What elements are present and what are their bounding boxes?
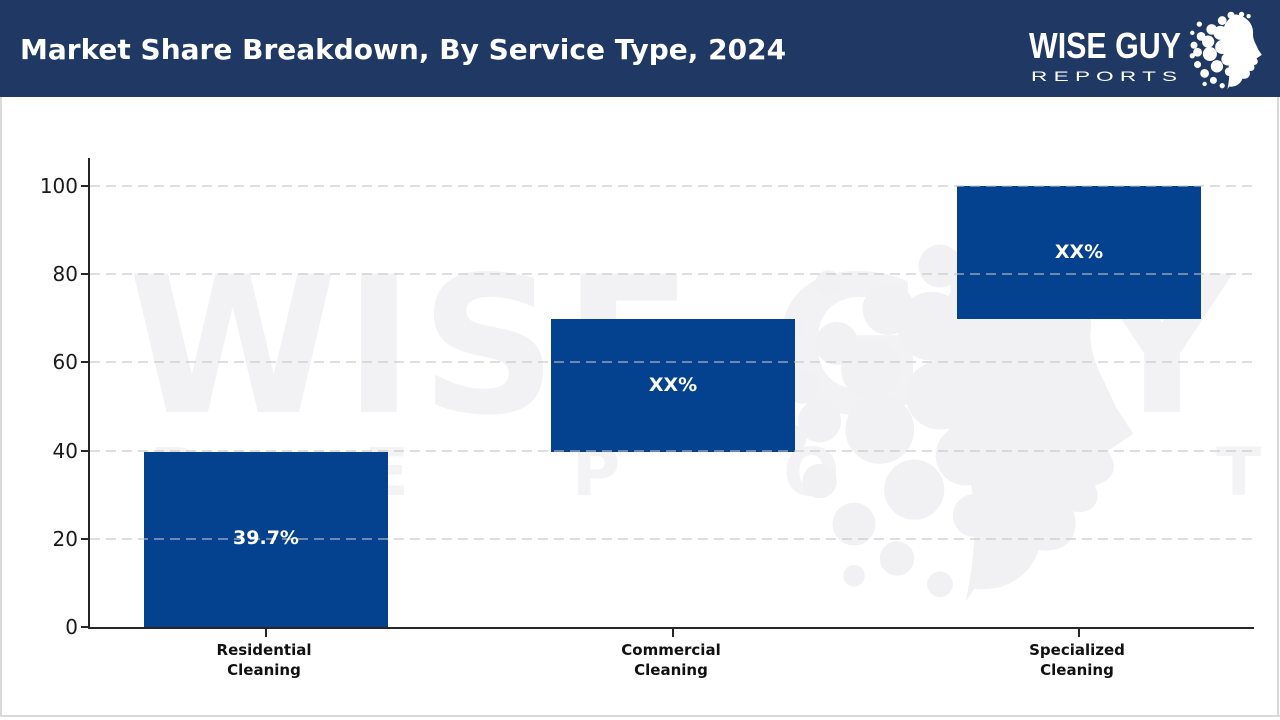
frame-right: [1277, 97, 1279, 717]
y-axis-tick-40: [81, 449, 88, 452]
y-axis-label-40: 40: [52, 438, 78, 463]
y-axis-label-20: 20: [52, 526, 78, 551]
gridline-20: [90, 537, 1254, 540]
y-axis-label-60: 60: [52, 350, 78, 375]
bar-value-label: XX%: [1054, 240, 1104, 263]
bar-value-label: XX%: [648, 373, 698, 396]
y-axis-tick-60: [81, 361, 88, 364]
plot-area: 0 20 40 60 80 100 39.7% XX% XX%: [40, 158, 1254, 637]
bar-specialized-cleaning: [957, 186, 1201, 320]
frame-bottom: [0, 715, 1280, 717]
header-bar: Market Share Breakdown, By Service Type,…: [0, 0, 1280, 97]
frame-left: [0, 97, 2, 717]
gridline-40: [90, 449, 1254, 452]
logo-wordmark: WISE GUY: [1029, 25, 1181, 66]
logo-subtext: R E P O R T S: [1031, 68, 1177, 84]
x-axis-tick-0: [265, 629, 267, 637]
y-axis-tick-0: [81, 626, 88, 628]
gridline-100: [90, 185, 1254, 187]
y-axis-tick-100: [81, 185, 88, 187]
page-title: Market Share Breakdown, By Service Type,…: [20, 33, 787, 66]
bar-value-label: 39.7%: [233, 527, 299, 550]
wiseguy-face-icon: [1189, 11, 1262, 90]
bar-commercial-cleaning: [551, 319, 795, 452]
y-axis-tick-20: [81, 537, 88, 540]
gridline-80: [90, 273, 1254, 276]
x-axis-tick-2: [1078, 629, 1080, 637]
y-axis-label-80: 80: [52, 262, 78, 287]
wiseguy-logo: WISE GUY R E P O R T S: [1029, 11, 1262, 90]
category-label-1: Commercial Cleaning: [621, 641, 721, 679]
x-axis-tick-1: [672, 629, 674, 637]
category-label-2: Specialized Cleaning: [1029, 641, 1125, 679]
category-label-0: Residential Cleaning: [216, 641, 312, 679]
y-axis-tick-80: [81, 273, 88, 276]
y-axis-label-0: 0: [65, 615, 78, 639]
y-axis-label-100: 100: [39, 174, 78, 198]
gridline-60: [90, 361, 1254, 364]
